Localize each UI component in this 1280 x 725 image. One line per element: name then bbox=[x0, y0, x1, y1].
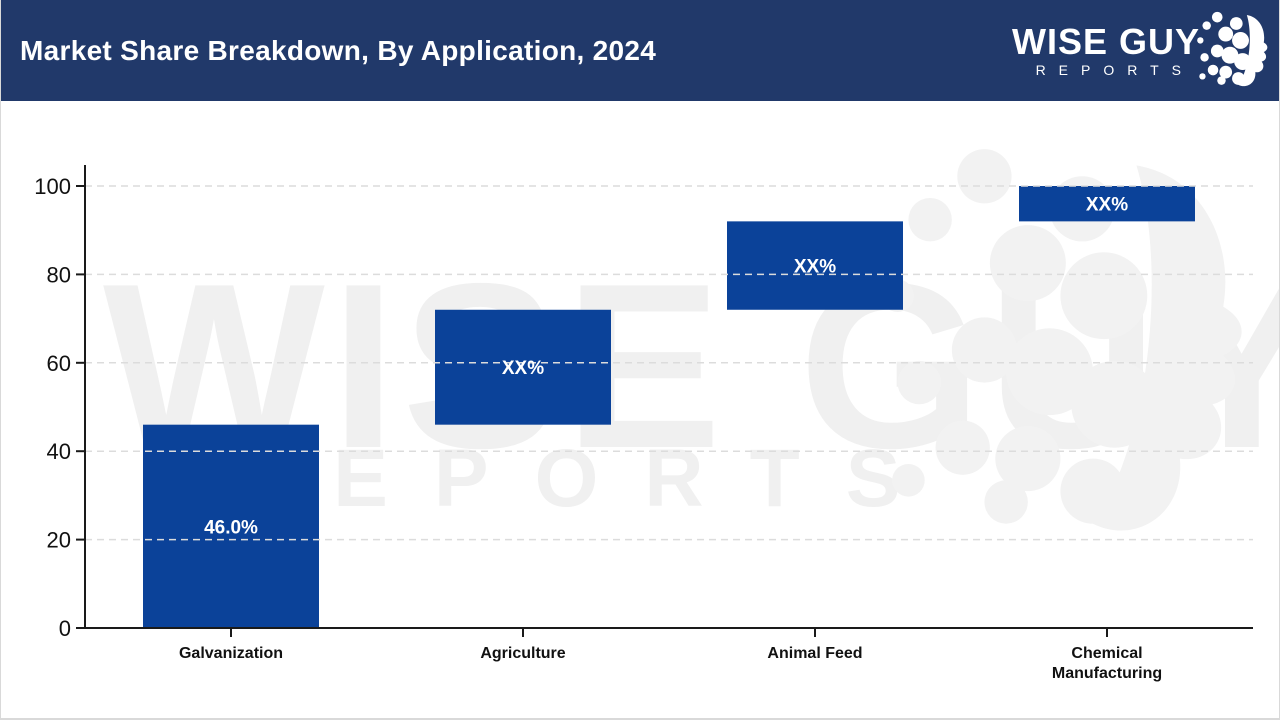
y-tick-label: 60 bbox=[47, 351, 71, 376]
x-category-label: Chemical bbox=[1071, 645, 1142, 662]
page-title: Market Share Breakdown, By Application, … bbox=[20, 34, 657, 66]
x-category-label: Agriculture bbox=[480, 645, 565, 662]
y-tick-label: 0 bbox=[59, 616, 71, 641]
bar-value-label: 46.0% bbox=[204, 517, 258, 538]
bar-agriculture bbox=[435, 309, 611, 425]
bar-animal-feed bbox=[727, 221, 903, 310]
x-category-label: Manufacturing bbox=[1052, 665, 1162, 682]
bar-galvanization bbox=[143, 424, 319, 628]
bar-value-label: XX% bbox=[502, 358, 544, 379]
y-tick-label: 80 bbox=[47, 262, 71, 287]
logo-subtitle: REPORTS bbox=[1035, 62, 1194, 78]
y-tick-label: 100 bbox=[34, 174, 71, 199]
x-category-label: Galvanization bbox=[179, 645, 283, 662]
wise-guy-logo: WISE GUY REPORTS bbox=[1012, 0, 1270, 101]
header: Market Share Breakdown, By Application, … bbox=[0, 0, 1280, 101]
y-tick-label: 20 bbox=[47, 528, 71, 553]
logo-head-dots-icon bbox=[1197, 11, 1268, 87]
y-tick-label: 40 bbox=[47, 439, 71, 464]
logo-wordmark: WISE GUY bbox=[1011, 21, 1200, 62]
bar-value-label: XX% bbox=[794, 257, 836, 278]
bar-value-label: XX% bbox=[1086, 195, 1128, 216]
x-category-label: Animal Feed bbox=[767, 645, 862, 662]
